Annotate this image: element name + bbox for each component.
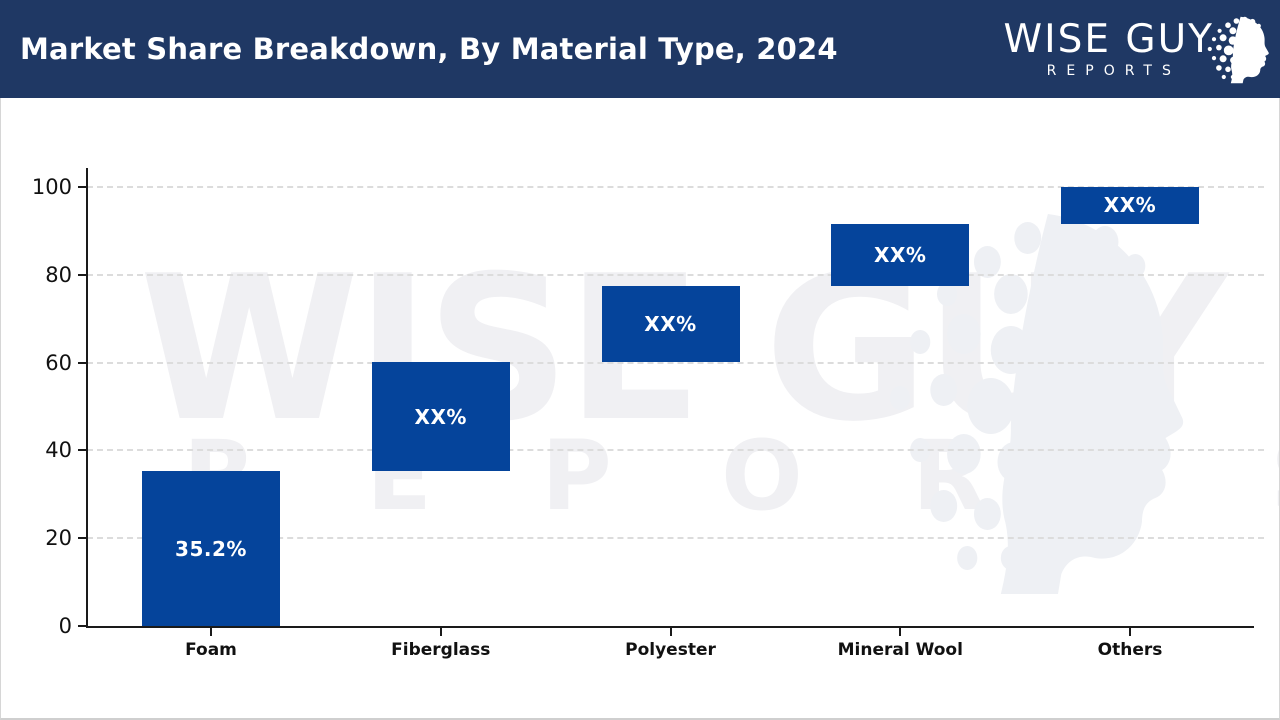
y-tick-label-80: 80 [45, 262, 72, 287]
y-tick-label-0: 0 [58, 614, 72, 638]
y-tick-label-20: 20 [45, 526, 72, 551]
x-category-label: Polyester [625, 640, 716, 660]
logo-head-icon [1207, 16, 1269, 84]
y-tick-60 [78, 361, 87, 364]
x-tick-2 [669, 628, 672, 636]
bar-others: XX% [1061, 187, 1199, 224]
bar-value-label: 35.2% [175, 536, 247, 561]
logo-subtitle: REPORTS [1046, 63, 1181, 79]
bar-value-label: XX% [1103, 193, 1157, 218]
bar-value-label: XX% [874, 242, 927, 267]
bar-fiberglass: XX% [371, 361, 510, 472]
y-tick-0 [78, 625, 87, 627]
y-axis-line [86, 168, 88, 628]
logo-wordmark: WISE GUY [1003, 17, 1214, 62]
y-tick-40 [78, 449, 87, 452]
bar-mineral-wool: XX% [831, 223, 970, 286]
x-tick-4 [1129, 628, 1131, 636]
logo-text: WISE GUY REPORTS [1004, 20, 1214, 78]
header-bar: Market Share Breakdown, By Material Type… [0, 0, 1280, 98]
x-tick-0 [210, 628, 212, 636]
gridline-40 [87, 449, 1264, 452]
bar-foam: 35.2% [142, 471, 280, 626]
x-category-label: Fiberglass [391, 640, 491, 660]
gridline-100 [87, 186, 1264, 188]
y-tick-label-60: 60 [45, 350, 72, 375]
x-tick-3 [899, 628, 902, 636]
y-tick-80 [78, 273, 87, 276]
x-axis-line [86, 626, 1254, 628]
y-tick-100 [78, 186, 87, 188]
x-category-label: Foam [185, 640, 237, 660]
page-title: Market Share Breakdown, By Material Type… [20, 32, 838, 66]
x-category-label: Others [1097, 640, 1163, 660]
y-tick-label-100: 100 [31, 175, 72, 199]
x-tick-1 [439, 628, 442, 636]
gridline-60 [87, 361, 1264, 364]
y-tick-20 [78, 537, 87, 540]
x-category-label: Mineral Wool [837, 640, 963, 660]
bar-polyester: XX% [601, 285, 740, 362]
gridline-80 [87, 273, 1264, 276]
gridline-20 [87, 537, 1264, 540]
wiseguy-logo: WISE GUY REPORTS [1004, 7, 1270, 91]
bar-value-label: XX% [414, 404, 467, 429]
bar-value-label: XX% [644, 311, 697, 336]
y-tick-label-40: 40 [45, 438, 72, 463]
